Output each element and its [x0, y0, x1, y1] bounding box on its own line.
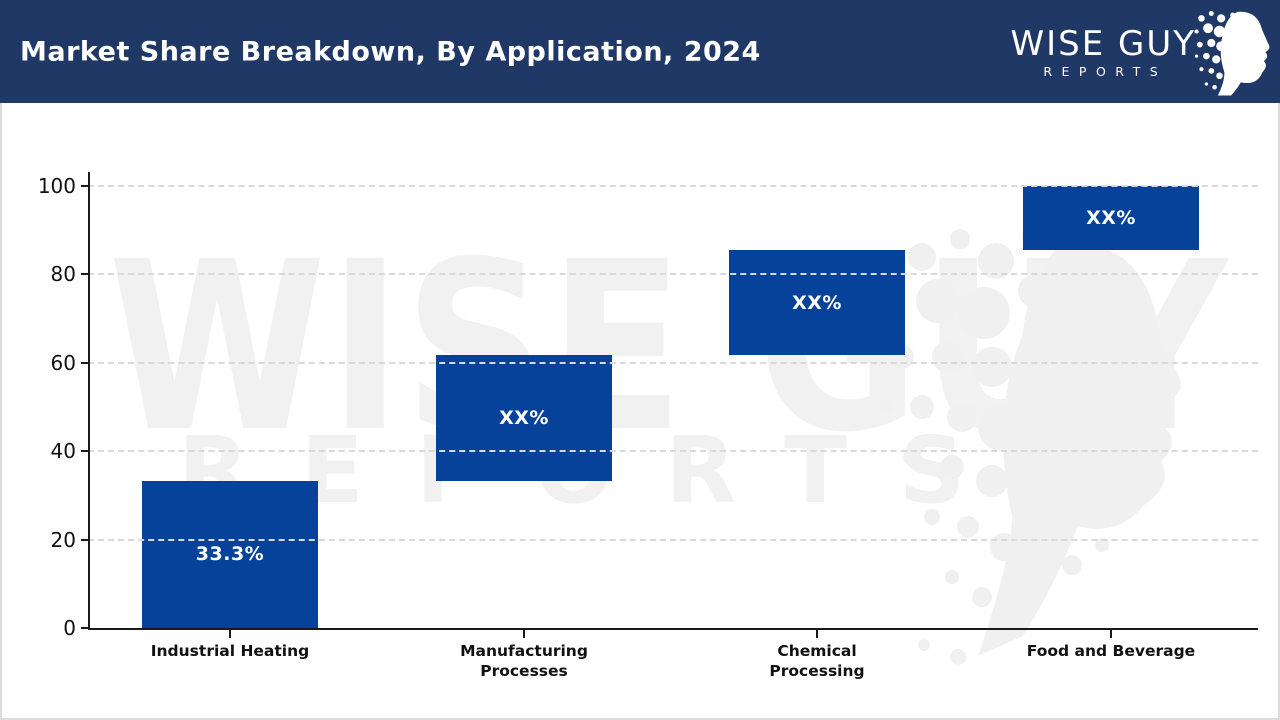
category-label: Food and Beverage [1001, 641, 1221, 661]
brand-head-icon [1194, 11, 1270, 96]
bar-value-label: XX% [792, 291, 842, 314]
category-label: Manufacturing Processes [414, 641, 634, 681]
gridline [88, 538, 1258, 541]
bar [729, 250, 905, 356]
gridline [88, 361, 1258, 364]
x-axis-line [88, 628, 1258, 630]
y-tick-label: 100 [37, 174, 76, 198]
y-tick-mark [81, 450, 88, 453]
bar [436, 355, 612, 481]
y-tick-mark [81, 361, 88, 364]
category-label-line: Food and Beverage [1026, 642, 1196, 660]
x-tick-mark [1110, 630, 1112, 638]
x-tick-mark [229, 630, 231, 638]
chart-area: WISE GUY REPORTS 02040608010033.3%Indust… [0, 103, 1280, 720]
category-label-line: Processing [769, 662, 865, 680]
y-axis-line [88, 172, 90, 630]
category-label: Industrial Heating [120, 641, 340, 661]
brand-logo: WISE GUY REPORTS [1010, 6, 1272, 98]
y-tick-label: 60 [50, 350, 76, 375]
category-label: Chemical Processing [707, 641, 927, 681]
y-tick-mark [81, 627, 88, 629]
y-tick-mark [81, 273, 88, 276]
y-tick-label: 0 [63, 616, 76, 640]
y-tick-label: 80 [50, 262, 76, 287]
y-tick-label: 40 [50, 439, 76, 464]
category-label-line: Industrial Heating [150, 642, 310, 660]
category-label-line: Manufacturing [460, 642, 588, 660]
page-title: Market Share Breakdown, By Application, … [20, 36, 761, 67]
category-label-line: Processes [480, 662, 568, 680]
y-tick-label: 20 [50, 527, 76, 552]
y-tick-mark [81, 185, 88, 187]
x-tick-mark [816, 630, 818, 638]
bar-value-label: XX% [499, 407, 549, 430]
brand-logo-name: WISE GUY [1010, 23, 1196, 64]
brand-logo-text: WISE GUY REPORTS [1010, 26, 1196, 79]
bar-value-label: 33.3% [195, 543, 265, 566]
bar-value-label: XX% [1086, 207, 1136, 230]
bar [142, 480, 318, 628]
x-tick-mark [523, 630, 525, 638]
category-label-line: Chemical [777, 642, 857, 660]
gridline [88, 273, 1258, 276]
brand-logo-subtitle: REPORTS [1043, 63, 1168, 79]
gridline [88, 185, 1258, 187]
y-tick-mark [81, 538, 88, 541]
header-bar: Market Share Breakdown, By Application, … [0, 0, 1280, 103]
gridline [88, 450, 1258, 453]
bar [1023, 186, 1199, 251]
